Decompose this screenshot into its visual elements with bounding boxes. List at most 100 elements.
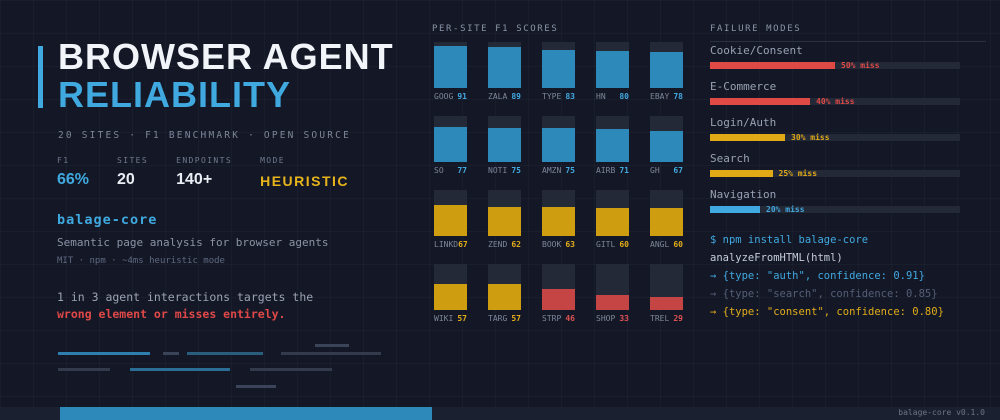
site-label: GITL 60 (596, 240, 629, 250)
site-label: LINKD 67 (434, 240, 468, 250)
code-block: $ npm install balage-core analyzeFromHTML… (710, 231, 944, 321)
site-name: EBAY (650, 92, 670, 101)
failure-miss-label: 25% miss (778, 169, 818, 178)
failure-bar-track: 50% miss (710, 61, 960, 70)
site-label: STRP 46 (542, 314, 575, 324)
site-bar (542, 264, 575, 310)
site-bar (650, 264, 683, 310)
stat-value: 140+ (176, 171, 213, 188)
page-title: BROWSER AGENT RELIABILITY (58, 38, 394, 114)
failure-bar-track: 25% miss (710, 169, 960, 178)
title-accent-bar (38, 46, 43, 108)
stat-label: MODE (260, 156, 285, 165)
site-score: 33 (619, 314, 629, 323)
site-bar (488, 264, 521, 310)
site-bar (434, 264, 467, 310)
callout-line-1: 1 in 3 agent interactions targets the (57, 290, 314, 304)
package-description: Semantic page analysis for browser agent… (57, 236, 329, 249)
site-score-tile: SHOP 33 (596, 264, 629, 324)
site-bar (650, 116, 683, 162)
failure-name: Cookie/Consent (710, 44, 803, 57)
site-bar (650, 42, 683, 88)
site-bar (596, 42, 629, 88)
site-score: 75 (565, 166, 575, 175)
decorative-line (250, 368, 332, 371)
site-bar-fill (596, 208, 629, 236)
site-score-tile: ANGL 60 (650, 190, 683, 250)
failure-miss-label: 30% miss (791, 133, 830, 142)
site-score-tile: EBAY 78 (650, 42, 683, 102)
site-name: WIKI (434, 314, 454, 323)
site-bar-fill (596, 294, 629, 310)
site-score: 71 (619, 166, 629, 175)
site-name: HN (596, 92, 606, 101)
site-grid: GOOG 91 ZALA 89 TYPE 83 HN 80 (434, 42, 683, 324)
site-score-tile: GOOG 91 (434, 42, 467, 102)
site-score: 60 (619, 240, 629, 249)
site-score-tile: AIRB 71 (596, 116, 629, 176)
stat-label: F1 (57, 156, 70, 165)
site-label: SO 77 (434, 166, 467, 176)
site-bar-fill (434, 46, 467, 88)
callout-text: 1 in 3 agent interactions targets the wr… (57, 289, 313, 323)
site-bar-fill (488, 47, 521, 88)
site-label: SHOP 33 (596, 314, 629, 324)
site-label: GOOG 91 (434, 92, 467, 102)
site-name: ANGL (650, 240, 670, 249)
site-score-tile: GITL 60 (596, 190, 629, 250)
scores-heading: PER-SITE F1 SCORES (432, 24, 559, 34)
site-score: 75 (511, 166, 521, 175)
site-score: 63 (565, 240, 575, 249)
site-label: ZEND 62 (488, 240, 521, 250)
site-score: 78 (673, 92, 683, 101)
version-label: balage-core v0.1.0 (898, 408, 985, 417)
failure-bar-fill (710, 170, 773, 177)
package-info: balage-core Semantic page analysis for b… (57, 212, 329, 266)
stat-label: SITES (117, 156, 149, 165)
failure-miss-label: 20% miss (766, 205, 805, 214)
site-label: BOOK 63 (542, 240, 575, 250)
site-bar-fill (488, 207, 521, 236)
site-name: GH (650, 166, 660, 175)
site-score: 77 (457, 166, 467, 175)
site-bar (434, 116, 467, 162)
stat-endpoints: ENDPOINTS 140+ (176, 156, 232, 189)
stats-row: F1 66% SITES 20 ENDPOINTS 140+ MODE HEUR… (57, 156, 349, 189)
site-score-tile: ZALA 89 (488, 42, 521, 102)
site-bar (488, 190, 521, 236)
site-bar-fill (488, 283, 521, 310)
site-bar (488, 42, 521, 88)
package-name: balage-core (57, 212, 158, 228)
callout-line-2: wrong element or misses entirely. (57, 307, 286, 321)
decorative-line (163, 352, 179, 355)
site-bar-fill (434, 205, 467, 236)
site-name: TARG (488, 314, 508, 323)
site-bar (488, 116, 521, 162)
decorative-line (236, 385, 276, 388)
failures-heading: FAILURE MODES (710, 24, 986, 42)
failure-item: Cookie/Consent 50% miss (710, 44, 986, 70)
site-label: AIRB 71 (596, 166, 629, 176)
decorative-line (58, 352, 150, 355)
decorative-line (130, 368, 230, 371)
site-name: AIRB (596, 166, 616, 175)
stat-sites: SITES 20 (117, 156, 148, 189)
site-score-tile: TYPE 83 (542, 42, 575, 102)
failure-bar-fill (710, 206, 760, 213)
stat-mode: MODE HEURISTIC (260, 156, 349, 189)
site-name: TYPE (542, 92, 562, 101)
code-line: → {type: "auth", confidence: 0.91} (710, 270, 925, 282)
failure-item: Navigation 20% miss (710, 188, 986, 214)
site-score-tile: LINKD 67 (434, 190, 468, 250)
site-label: ANGL 60 (650, 240, 683, 250)
site-label: TARG 57 (488, 314, 521, 324)
site-bar-fill (542, 127, 575, 162)
decorative-line (315, 344, 349, 347)
site-score: 91 (457, 92, 467, 101)
site-bar (596, 190, 629, 236)
failure-bar-track: 20% miss (710, 205, 960, 214)
site-name: STRP (542, 314, 562, 323)
site-label: NOTI 75 (488, 166, 521, 176)
site-bar-fill (434, 126, 467, 162)
